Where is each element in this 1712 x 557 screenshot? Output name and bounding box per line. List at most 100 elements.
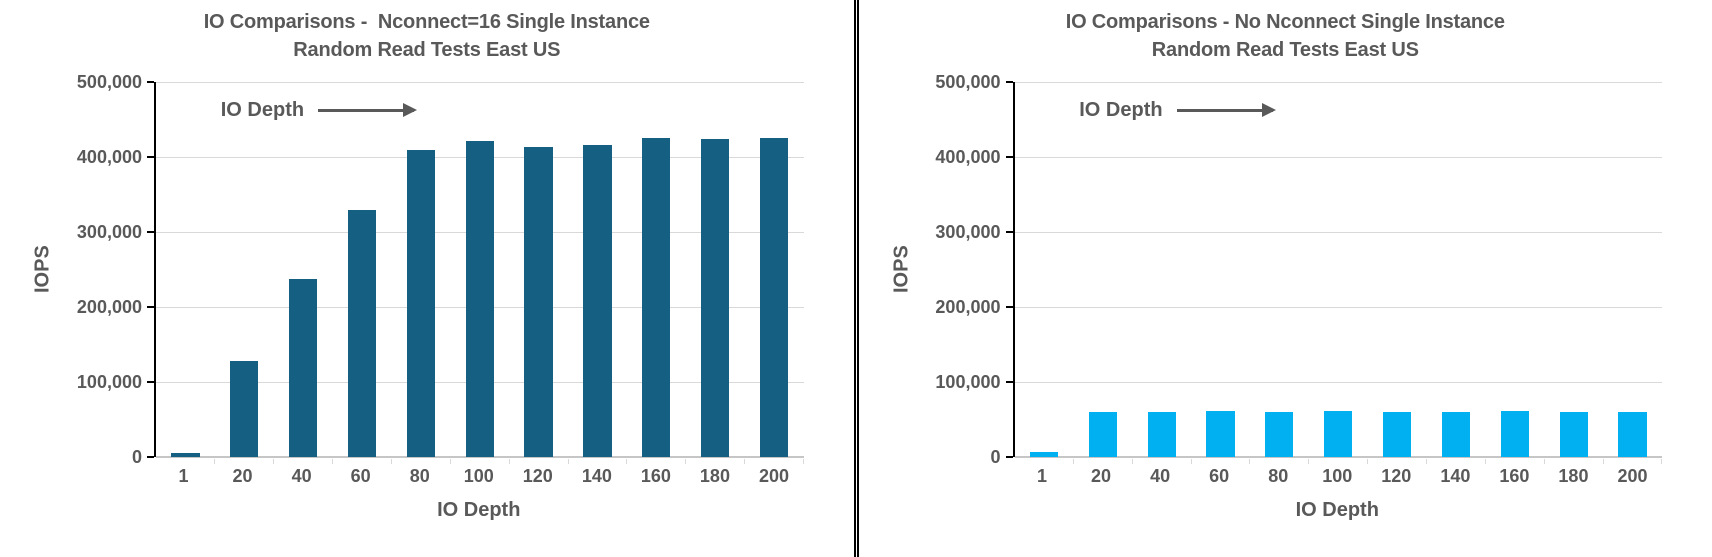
bar-slot [568, 82, 628, 464]
bar-slot [1485, 82, 1545, 464]
bar [347, 209, 377, 457]
bar [289, 278, 318, 457]
bar [1147, 412, 1176, 457]
bar [583, 145, 612, 457]
y-tick-label: 300,000 [76, 222, 142, 242]
bar [1500, 411, 1529, 457]
x-tick-label: 160 [640, 466, 671, 486]
bars-layer [1015, 82, 1663, 464]
bar-slot [1015, 82, 1074, 464]
y-tick-label: 400,000 [76, 147, 142, 167]
y-axis-tick [147, 456, 154, 458]
bars-layer [156, 82, 804, 464]
x-tick-label: 100 [463, 466, 494, 486]
bar-slot [686, 82, 745, 464]
x-tick-label: 140 [581, 466, 612, 486]
y-axis-title: IOPS [31, 245, 54, 294]
x-tick-label: 120 [522, 466, 553, 486]
bar-slot [1603, 82, 1663, 464]
annotation-label: IO Depth [1079, 98, 1163, 121]
x-tick-label: 60 [350, 466, 371, 486]
bar [1324, 411, 1353, 457]
x-axis-tick-labels: 1 20 40 60 80 100 120 140 160 180 200 [154, 457, 804, 491]
y-tick-label: 0 [131, 447, 142, 467]
bar [701, 139, 730, 457]
bar [1029, 451, 1059, 457]
x-axis-tick-labels: 1 20 40 60 80 100 120 140 160 180 200 [1013, 457, 1663, 491]
x-tick-label: 40 [291, 466, 312, 486]
bar [406, 150, 435, 457]
chart-title-line2: Random Read Tests East US [1151, 39, 1419, 61]
bar-slot [1368, 82, 1427, 464]
chart-title-line2: Random Read Tests East US [293, 39, 561, 61]
x-tick-label: 60 [1209, 466, 1230, 486]
x-tick-label: 200 [1617, 466, 1648, 486]
x-axis-title: IO Depth [1295, 499, 1379, 521]
bar-slot [1427, 82, 1486, 464]
y-axis-tick [147, 156, 154, 158]
y-axis-tick [1005, 381, 1013, 383]
bar [1206, 411, 1235, 457]
bar-slot [509, 82, 569, 464]
bar [171, 453, 200, 457]
x-tick-label: 80 [1268, 466, 1289, 486]
y-tick-label: 100,000 [935, 372, 1001, 392]
bar [230, 361, 259, 457]
x-tick-label: 40 [1150, 466, 1171, 486]
x-tick-label: 20 [232, 466, 253, 486]
y-axis-tick [1005, 231, 1013, 233]
x-tick-label: 140 [1440, 466, 1471, 486]
bar-slot [745, 82, 804, 464]
y-tick-label: 500,000 [935, 72, 1001, 92]
bar [1559, 412, 1588, 457]
y-axis-tick-labels: 0 100,000 200,000 300,000 400,000 500,000 [917, 72, 1013, 467]
gridline [1014, 307, 1662, 308]
bar-slot [1073, 82, 1133, 464]
gridline [1014, 82, 1662, 83]
y-tick-label: 100,000 [76, 372, 142, 392]
panel-separator [853, 0, 859, 557]
y-axis-tick [147, 306, 154, 308]
bar [1441, 412, 1471, 457]
right-arrow-icon [318, 102, 418, 117]
y-axis-tick [1005, 81, 1013, 83]
x-tick-label: 160 [1499, 466, 1530, 486]
x-tick-label: 100 [1322, 466, 1353, 486]
y-axis-tick-labels: 0 100,000 200,000 300,000 400,000 500,000 [58, 72, 154, 467]
x-tick-label: 180 [1558, 466, 1589, 486]
bar [1618, 412, 1647, 457]
chart-panel-no-nconnect: IO Comparisons - No Nconnect Single Inst… [859, 0, 1712, 557]
right-arrow-icon [1176, 102, 1276, 117]
chart-title: IO Comparisons - Nconnect=16 Single Inst… [6, 8, 848, 64]
annotation-label: IO Depth [220, 98, 305, 121]
chart-title-line1: IO Comparisons - Nconnect=16 Single Inst… [203, 11, 650, 33]
bar-slot [333, 82, 392, 464]
x-tick-label: 20 [1091, 466, 1112, 486]
bar [465, 140, 494, 457]
gridline [156, 82, 804, 83]
plot-area: IO Depth [1005, 81, 1663, 464]
y-axis-tick [1005, 456, 1013, 458]
bar [524, 147, 553, 457]
chart-panel-nconnect16: IO Comparisons - Nconnect=16 Single Inst… [0, 0, 854, 557]
bar-slot [627, 82, 687, 464]
x-axis-title: IO Depth [437, 499, 521, 521]
y-axis-tick [1005, 306, 1013, 308]
gridline [1014, 157, 1662, 158]
bar [1265, 412, 1294, 457]
io-depth-annotation: IO Depth [220, 98, 418, 122]
gridline [156, 456, 804, 458]
gridline [1014, 382, 1662, 383]
x-tick-label: 180 [699, 466, 730, 486]
bar-slot [1309, 82, 1369, 464]
y-axis-tick [1005, 156, 1013, 158]
y-tick-label: 300,000 [935, 222, 1001, 242]
bar-slot [391, 82, 451, 464]
chart-title-line1: IO Comparisons - No Nconnect Single Inst… [1065, 11, 1505, 33]
x-tick-label: 80 [409, 466, 430, 486]
y-axis-title: IOPS [890, 245, 912, 294]
y-axis-tick [147, 381, 154, 383]
y-tick-label: 200,000 [76, 297, 142, 317]
y-axis-tick [147, 81, 154, 83]
